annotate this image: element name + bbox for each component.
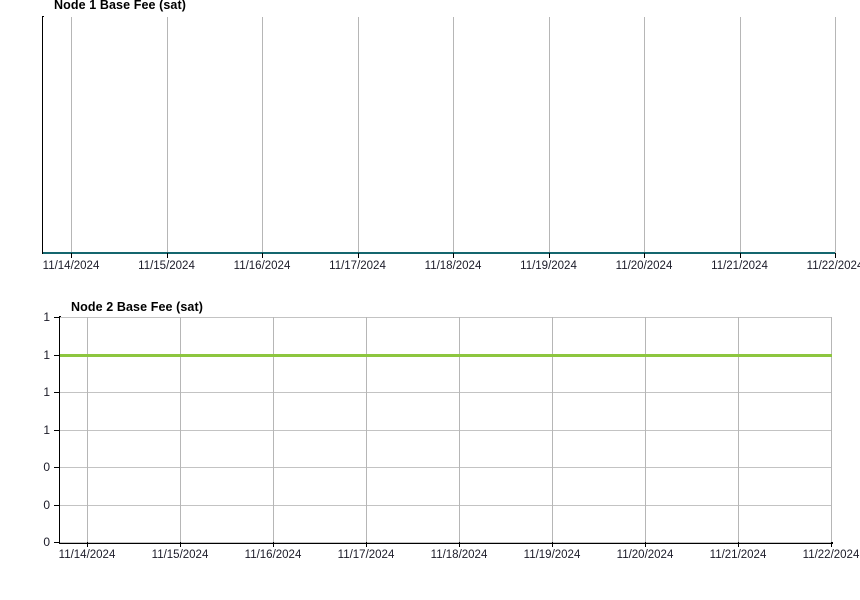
x-tick-label: 11/20/2024	[616, 549, 674, 561]
x-tick-mark	[645, 542, 646, 547]
gridline-horizontal	[60, 317, 832, 318]
gridline-vertical	[166, 17, 168, 253]
x-tick-label: 11/22/2024	[802, 549, 860, 561]
data-line-node1	[43, 252, 835, 254]
x-tick-mark	[552, 542, 553, 547]
y-tick-mark	[54, 429, 60, 431]
gridline-vertical	[71, 17, 72, 253]
x-tick-label: 11/19/2024	[520, 260, 577, 272]
y-tick-label: 1	[43, 422, 50, 437]
gridline-vertical	[87, 317, 88, 542]
plot-background-node1	[43, 17, 835, 253]
gridline-vertical	[644, 17, 645, 253]
gridline-horizontal	[60, 542, 832, 543]
x-tick-mark	[166, 253, 168, 258]
y-tick-label: 0	[43, 460, 50, 474]
x-axis-line-node2	[59, 542, 833, 544]
gridline-vertical	[366, 317, 367, 542]
y-tick-mark	[54, 467, 60, 468]
gridline-vertical	[835, 17, 836, 253]
x-tick-label: 11/17/2024	[337, 549, 395, 561]
x-tick-label: 11/21/2024	[709, 549, 767, 561]
x-tick-label: 11/15/2024	[138, 260, 195, 272]
x-tick-mark	[453, 253, 454, 258]
x-tick-mark	[71, 253, 72, 258]
gridline-vertical	[273, 317, 274, 542]
gridline-vertical	[262, 17, 263, 253]
y-tick-mark	[54, 392, 60, 393]
x-tick-mark	[738, 542, 739, 547]
x-tick-mark	[262, 253, 263, 258]
x-tick-mark	[180, 542, 181, 547]
gridline-horizontal	[60, 429, 832, 431]
x-tick-label: 11/14/2024	[58, 549, 116, 561]
gridline-vertical	[548, 17, 550, 253]
gridline-vertical	[552, 317, 553, 542]
x-tick-label: 11/17/2024	[329, 260, 386, 272]
x-tick-label: 11/19/2024	[523, 549, 581, 561]
y-tick-label: 0	[43, 497, 50, 512]
x-tick-label: 11/20/2024	[615, 260, 673, 272]
gridline-vertical	[831, 317, 832, 542]
gridline-horizontal	[60, 467, 832, 468]
gridline-vertical	[453, 17, 454, 253]
gridline-vertical	[738, 317, 739, 542]
y-tick-label: 1	[43, 347, 50, 362]
gridline-vertical	[180, 317, 181, 542]
x-tick-mark	[357, 253, 359, 258]
gridline-vertical	[739, 17, 741, 253]
gridline-vertical	[645, 317, 646, 542]
x-tick-mark	[739, 253, 741, 258]
x-tick-mark	[835, 253, 836, 258]
x-tick-label: 11/21/2024	[711, 260, 768, 272]
chart-panel-node1: Node 1 Base Fee (sat) 11/14/2024 11/15/20…	[0, 0, 860, 290]
x-tick-mark	[366, 542, 367, 547]
x-tick-mark	[87, 542, 88, 547]
chart-title-node2: Node 2 Base Fee (sat)	[71, 300, 204, 314]
x-tick-mark	[831, 542, 832, 547]
y-tick-label: 1	[43, 385, 50, 399]
x-tick-label: 11/22/2024	[806, 260, 860, 272]
y-tick-mark	[54, 504, 60, 506]
x-tick-label: 11/16/2024	[244, 549, 302, 561]
y-tick-mark	[54, 354, 60, 356]
x-tick-label: 11/14/2024	[42, 260, 100, 272]
x-tick-mark	[273, 542, 274, 547]
x-tick-label: 11/15/2024	[151, 549, 209, 561]
x-tick-mark	[548, 253, 550, 258]
x-tick-mark	[459, 542, 460, 547]
gridline-vertical	[459, 317, 460, 542]
data-line-node2	[60, 353, 832, 357]
chart-title-node1: Node 1 Base Fee (sat)	[54, 0, 187, 12]
plot-area-node1	[43, 17, 836, 254]
plot-area-node2	[60, 317, 832, 543]
y-tick-mark	[54, 542, 60, 543]
chart-panel-node2: Node 2 Base Fee (sat) 1 1 1 1 0 0 0 11/14/2024…	[0, 290, 860, 600]
x-tick-label: 11/16/2024	[233, 260, 291, 272]
x-tick-mark	[644, 253, 645, 258]
gridline-horizontal	[60, 392, 832, 393]
y-tick-label: 0	[43, 535, 50, 549]
gridline-horizontal	[60, 504, 832, 506]
y-tick-mark	[54, 317, 60, 318]
gridline-vertical	[357, 17, 359, 253]
x-tick-label: 11/18/2024	[424, 260, 482, 272]
x-tick-label: 11/18/2024	[430, 549, 488, 561]
y-tick-label: 1	[43, 310, 50, 324]
